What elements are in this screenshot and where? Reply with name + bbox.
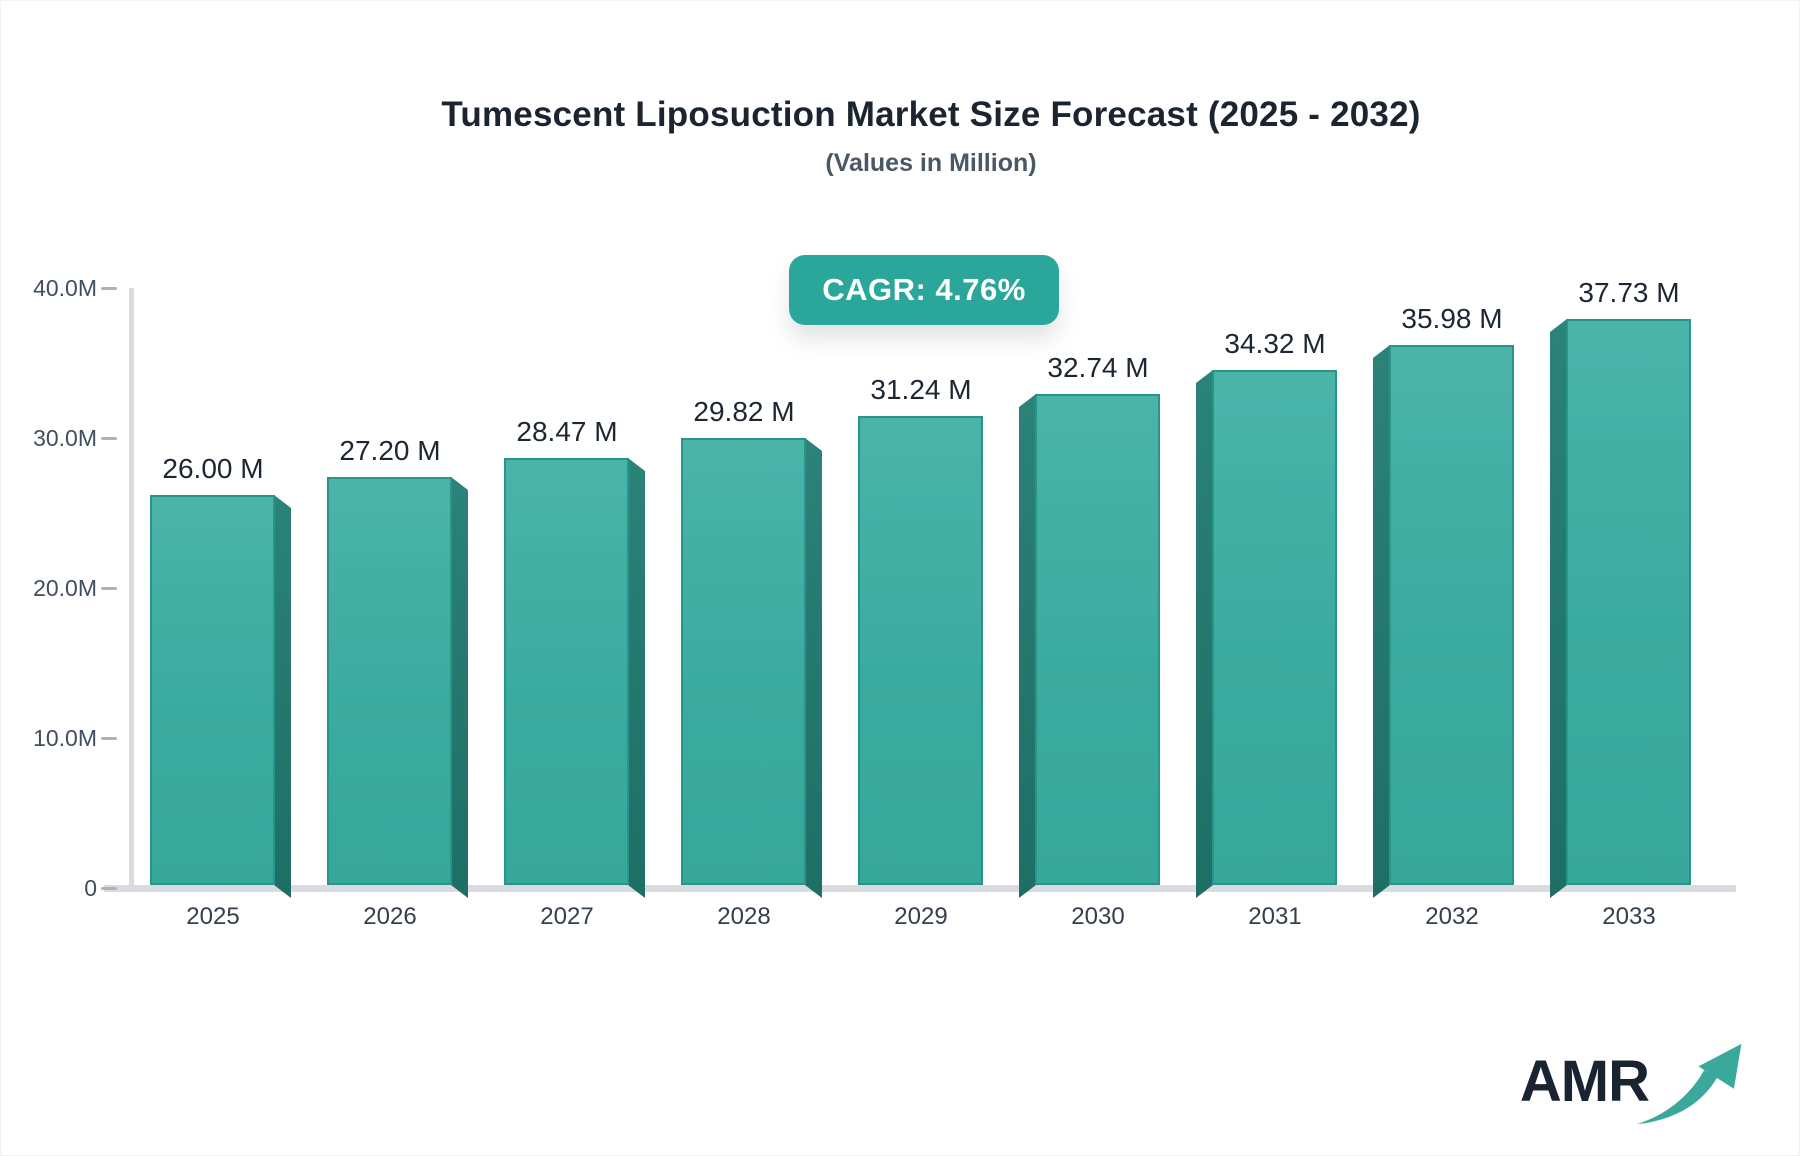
- bar-2032: [1389, 345, 1514, 885]
- bar-value-label: 31.24 M: [870, 374, 972, 405]
- bar-2025: [150, 495, 275, 885]
- y-tick-label: 30.0M: [33, 425, 97, 451]
- x-category-label: 2033: [1602, 903, 1656, 930]
- x-category-label: 2032: [1425, 903, 1479, 930]
- bar-3d-side: [1373, 345, 1390, 898]
- bar-2027: [504, 458, 629, 885]
- bar-2028: [681, 438, 806, 885]
- cagr-badge-label: CAGR: 4.76%: [822, 272, 1026, 307]
- cagr-badge: CAGR: 4.76%: [789, 255, 1059, 325]
- bar-value-label: 28.47 M: [516, 416, 618, 447]
- x-baseline: [104, 885, 1736, 892]
- trend-up-arrow-icon: [1636, 1043, 1742, 1125]
- bar-3d-side: [1019, 394, 1036, 898]
- bar-2031: [1212, 370, 1337, 885]
- y-tick-mark: [101, 287, 117, 290]
- y-tick-mark: [101, 587, 117, 590]
- y-tick-label: 10.0M: [33, 725, 97, 751]
- x-category-label: 2026: [363, 903, 417, 930]
- x-category-label: 2031: [1248, 903, 1302, 930]
- amr-logo-text: AMR: [1519, 1049, 1650, 1114]
- x-category-label: 2025: [186, 903, 240, 930]
- bar-2033: [1566, 319, 1691, 885]
- y-axis-line: [129, 288, 134, 889]
- amr-logo: AMR: [1520, 1031, 1747, 1133]
- y-tick-mark: [101, 737, 117, 740]
- x-category-label: 2027: [540, 903, 594, 930]
- bar-value-label: 37.73 M: [1578, 277, 1680, 308]
- bar-value-label: 27.20 M: [339, 435, 441, 466]
- bar-3d-side: [1196, 370, 1213, 898]
- bar-3d-side: [805, 438, 822, 898]
- x-category-label: 2028: [717, 903, 771, 930]
- bar-value-label: 34.32 M: [1224, 328, 1326, 359]
- x-category-label: 2029: [894, 903, 948, 930]
- y-tick-label: 40.0M: [33, 275, 97, 301]
- bar-2026: [327, 477, 452, 885]
- bar-3d-side: [628, 458, 645, 898]
- bar-2030: [1035, 394, 1160, 885]
- y-tick-label: 0: [84, 875, 97, 901]
- chart-title: Tumescent Liposuction Market Size Foreca…: [441, 95, 1421, 134]
- bar-value-label: 32.74 M: [1047, 352, 1149, 383]
- chart-subtitle: (Values in Million): [825, 149, 1037, 177]
- bar-3d-side: [274, 495, 291, 898]
- bar-3d-side: [1550, 319, 1567, 898]
- bar-value-label: 35.98 M: [1401, 303, 1503, 334]
- x-category-label: 2030: [1071, 903, 1125, 930]
- y-tick-mark: [101, 887, 117, 890]
- bar-value-label: 26.00 M: [162, 453, 264, 484]
- bar-3d-side: [451, 477, 468, 898]
- bar-value-label: 29.82 M: [693, 396, 795, 427]
- y-tick-mark: [101, 437, 117, 440]
- bar-2029: [858, 416, 983, 885]
- y-tick-label: 20.0M: [33, 575, 97, 601]
